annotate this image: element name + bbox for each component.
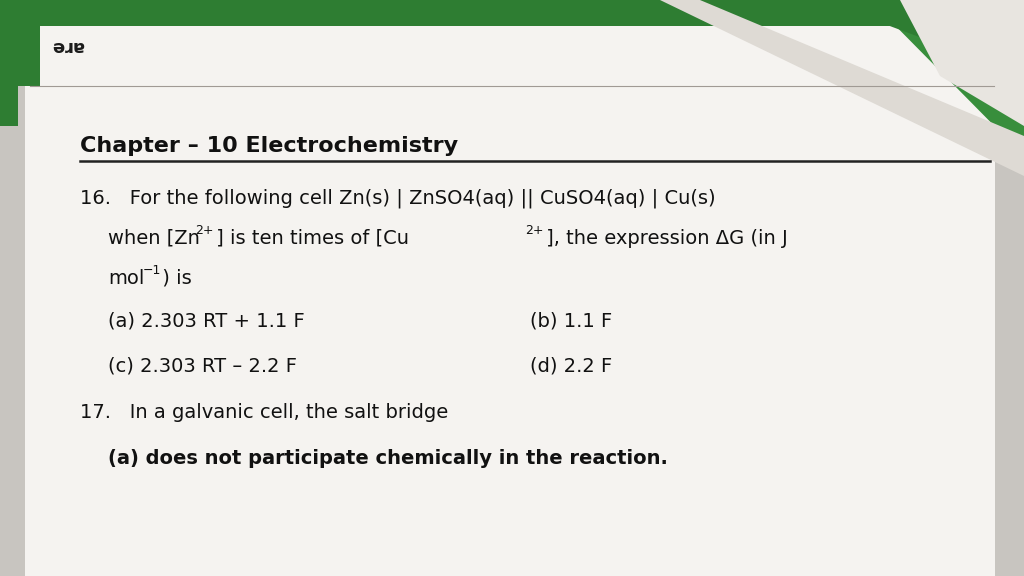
Text: (c) 2.303 RT – 2.2 F: (c) 2.303 RT – 2.2 F xyxy=(108,357,297,376)
Text: 16.   For the following cell Zn(s) | ZnSO4(aq) || CuSO4(aq) | Cu(s): 16. For the following cell Zn(s) | ZnSO4… xyxy=(80,188,716,208)
Text: (d) 2.2 F: (d) 2.2 F xyxy=(530,357,612,376)
Text: ] is ten times of [Cu: ] is ten times of [Cu xyxy=(210,229,409,248)
Text: −1: −1 xyxy=(143,263,162,276)
Text: 2+: 2+ xyxy=(525,223,544,237)
Polygon shape xyxy=(600,0,1024,156)
FancyBboxPatch shape xyxy=(25,26,995,576)
Text: (a) 2.303 RT + 1.1 F: (a) 2.303 RT + 1.1 F xyxy=(108,312,305,331)
Text: when [Zn: when [Zn xyxy=(108,229,200,248)
Text: 2+: 2+ xyxy=(195,223,213,237)
Text: mol: mol xyxy=(108,268,144,287)
Bar xyxy=(0,0,40,86)
Text: are: are xyxy=(51,37,85,55)
Bar xyxy=(0,0,1024,86)
Text: (a) does not participate chemically in the reaction.: (a) does not participate chemically in t… xyxy=(108,449,668,468)
Text: ) is: ) is xyxy=(156,268,191,287)
Polygon shape xyxy=(900,0,1024,126)
Text: ], the expression ΔG (in J: ], the expression ΔG (in J xyxy=(540,229,787,248)
Bar xyxy=(0,76,18,126)
Text: 17.   In a galvanic cell, the salt bridge: 17. In a galvanic cell, the salt bridge xyxy=(80,404,449,423)
Polygon shape xyxy=(820,0,1024,76)
Text: Chapter – 10 Electrochemistry: Chapter – 10 Electrochemistry xyxy=(80,136,458,156)
Polygon shape xyxy=(660,0,1024,176)
Text: (b) 1.1 F: (b) 1.1 F xyxy=(530,312,612,331)
